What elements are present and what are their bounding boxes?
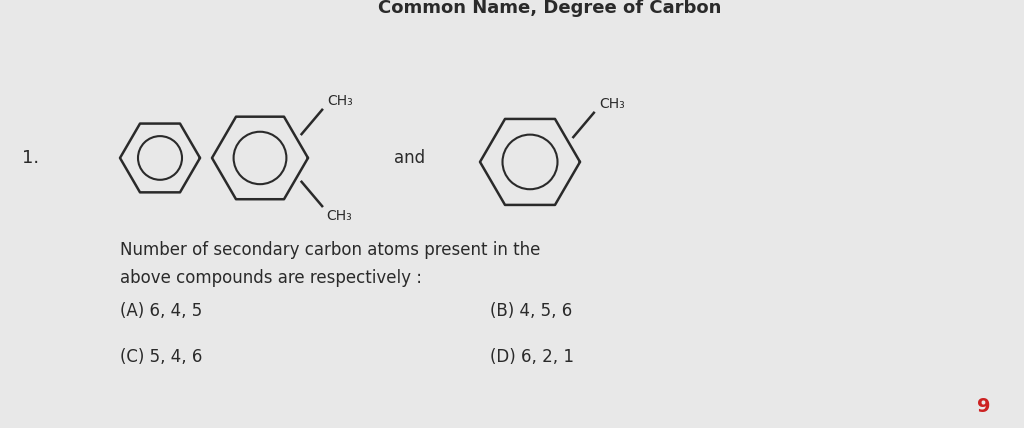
Text: CH₃: CH₃	[326, 209, 352, 223]
Text: CH₃: CH₃	[327, 94, 353, 108]
Text: Common Name, Degree of Carbon: Common Name, Degree of Carbon	[378, 0, 722, 17]
Text: (A) 6, 4, 5: (A) 6, 4, 5	[120, 302, 203, 320]
Text: Number of secondary carbon atoms present in the
above compounds are respectively: Number of secondary carbon atoms present…	[120, 241, 541, 287]
Text: and: and	[394, 149, 426, 167]
Text: 1.: 1.	[22, 149, 39, 167]
Text: CH₃: CH₃	[599, 97, 625, 111]
Text: 9: 9	[977, 397, 990, 416]
Text: (D) 6, 2, 1: (D) 6, 2, 1	[490, 348, 574, 366]
Text: (C) 5, 4, 6: (C) 5, 4, 6	[120, 348, 203, 366]
Text: (B) 4, 5, 6: (B) 4, 5, 6	[490, 302, 572, 320]
